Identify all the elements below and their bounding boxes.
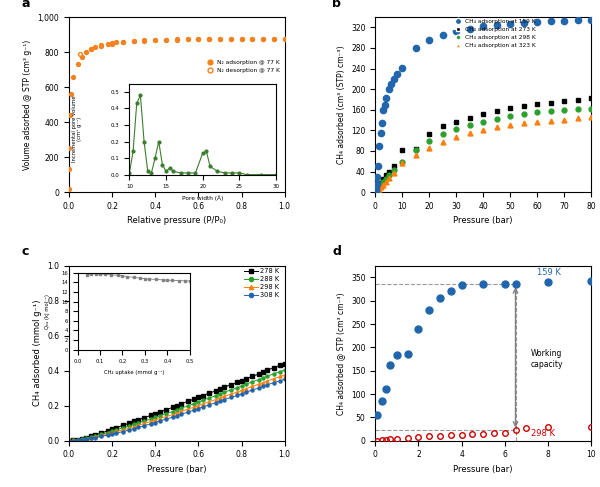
Legend: N₂ adsorption @ 77 K, N₂ desorption @ 77 K: N₂ adsorption @ 77 K, N₂ desorption @ 77… [202,57,282,75]
X-axis label: Pressure (bar): Pressure (bar) [454,216,513,225]
X-axis label: Relative pressure (P/P₀): Relative pressure (P/P₀) [127,216,226,225]
X-axis label: Pressure (bar): Pressure (bar) [147,465,206,474]
Y-axis label: CH₄ adsorbed (cm³ (STP) cm⁻³): CH₄ adsorbed (cm³ (STP) cm⁻³) [337,45,346,164]
Legend: 278 K, 288 K, 298 K, 308 K: 278 K, 288 K, 298 K, 308 K [242,265,281,301]
Y-axis label: Volume adsorbed @ STP (cm³ g⁻¹): Volume adsorbed @ STP (cm³ g⁻¹) [23,39,32,169]
Text: Working
capacity: Working capacity [530,349,563,369]
Text: d: d [332,245,341,258]
Text: 298 K: 298 K [530,429,554,438]
Y-axis label: CH₄ adsorbed @ STP (cm³ cm⁻³): CH₄ adsorbed @ STP (cm³ cm⁻³) [337,292,346,414]
Text: c: c [22,245,29,258]
Legend: CH₄ adsorption at 159 K, CH₄ adsorption at 273 K, CH₄ adsorption at 298 K, CH₄ a: CH₄ adsorption at 159 K, CH₄ adsorption … [449,17,538,50]
Text: 159 K: 159 K [537,268,561,277]
Y-axis label: CH₄ adsorbed (mmol g⁻¹): CH₄ adsorbed (mmol g⁻¹) [32,300,41,407]
X-axis label: Pressure (bar): Pressure (bar) [454,465,513,474]
Text: a: a [22,0,30,10]
Text: b: b [332,0,341,10]
